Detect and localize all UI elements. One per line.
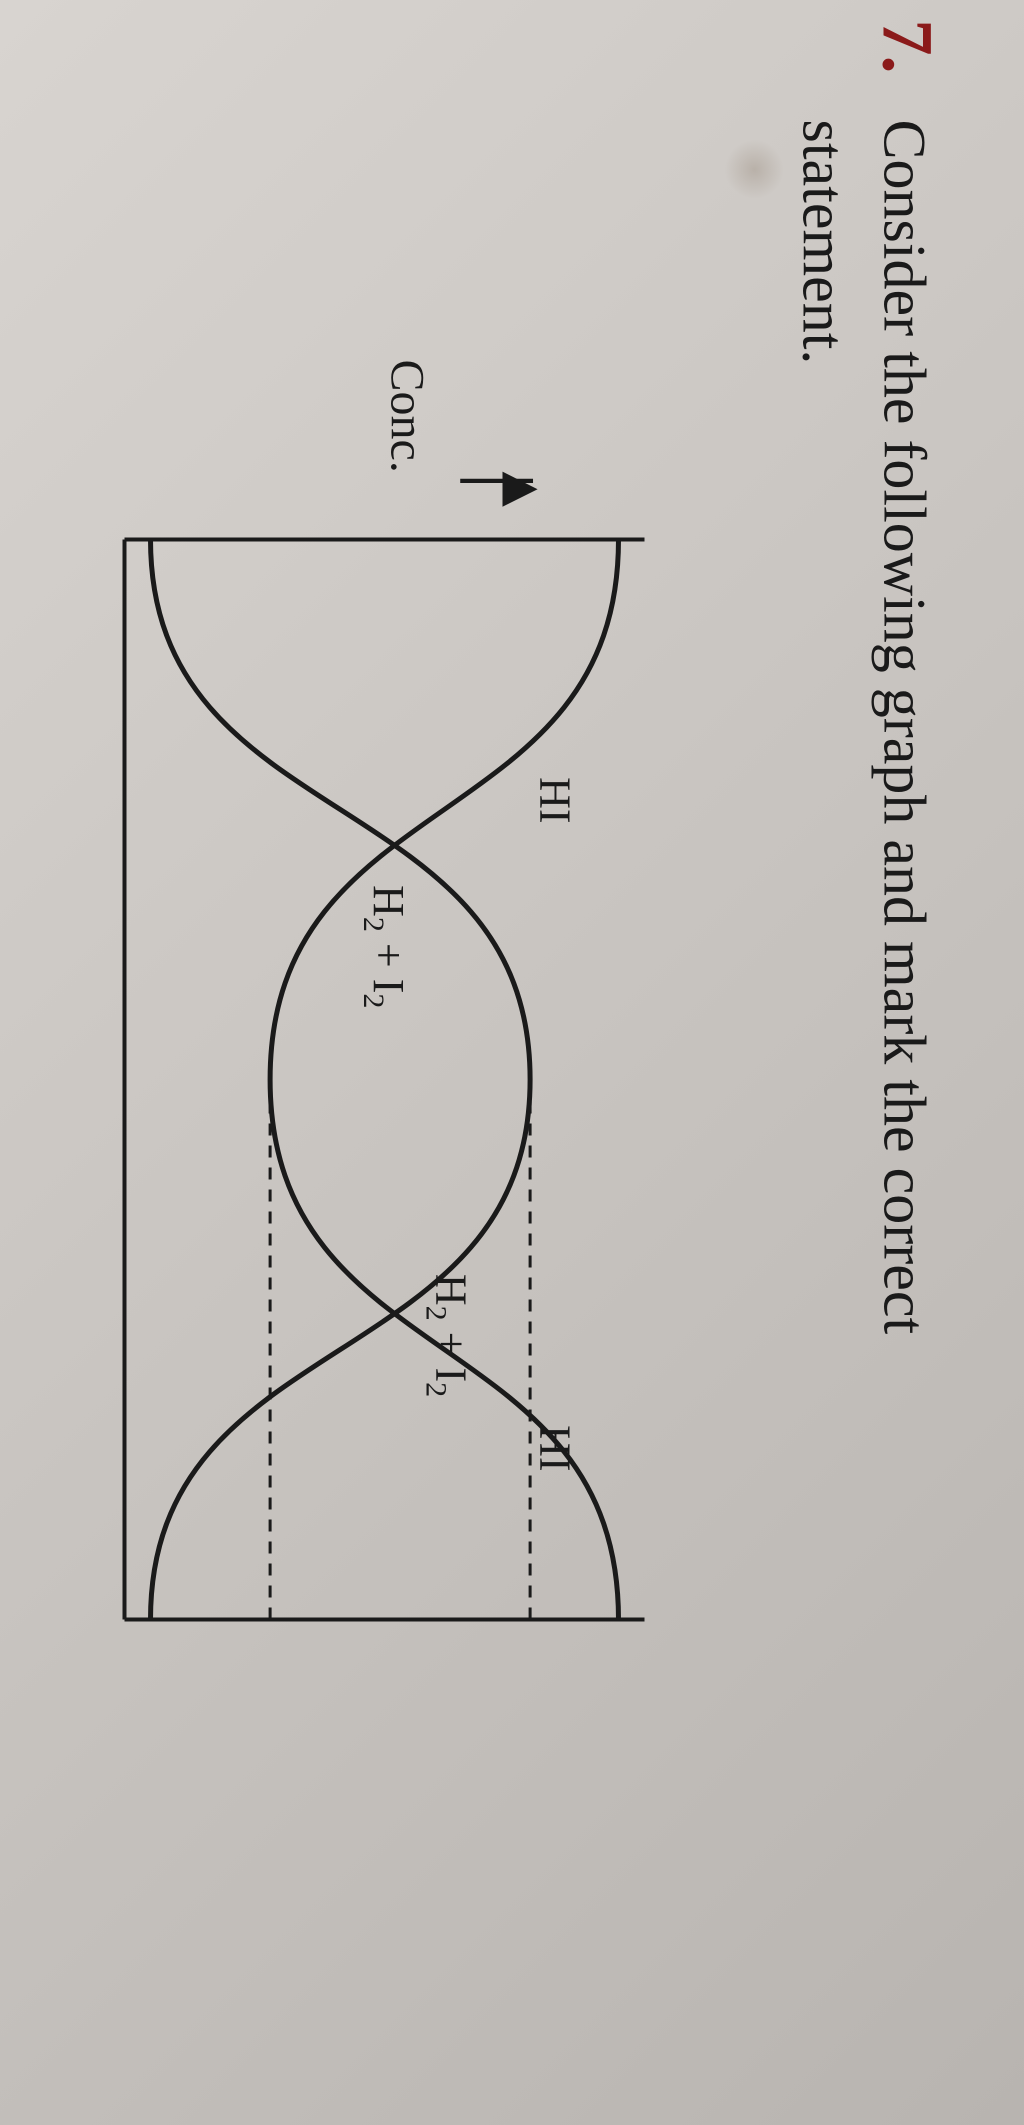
chart-svg: HI HI H2 + I2 H2 + I2 [65,480,685,1680]
question-line-1: Consider the following graph and mark th… [872,120,938,1335]
svg-text:H2 + I2: H2 + I2 [420,1274,476,1397]
chart-curve-labels: HI HI H2 + I2 H2 + I2 [357,777,579,1471]
y-axis-label: Conc. [380,360,435,473]
question-text: Consider the following graph and mark th… [783,120,945,2045]
svg-text:H2 + I2: H2 + I2 [357,885,413,1008]
y-axis-arrow-icon: ▲│ [487,460,535,519]
paper-smudge [725,140,785,200]
question-block: 7. Consider the following graph and mark… [783,120,945,2045]
chart-plateau-lines [270,1080,530,1620]
question-number: 7. [866,20,949,74]
svg-text:HI: HI [531,777,580,823]
equilibrium-chart: ▲│ Conc. HIHIH2 + I2H2 + I2 Time ⟶ Equil… [65,480,685,1680]
svg-text:HI: HI [531,1425,580,1471]
question-line-2: statement. [791,120,857,365]
